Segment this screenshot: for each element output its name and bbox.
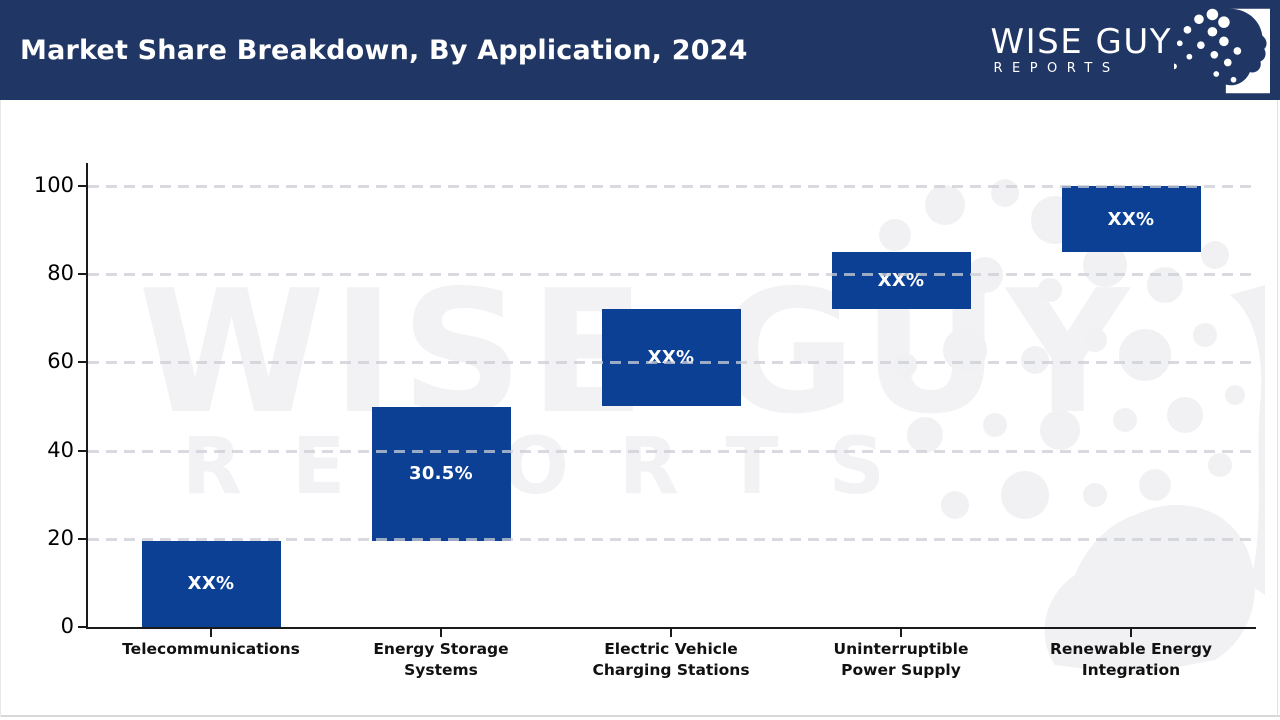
y-tick-label: 20 bbox=[47, 525, 74, 550]
gridline-y20 bbox=[88, 537, 1255, 541]
bar-value-label: 30.5% bbox=[409, 463, 473, 485]
y-tick-label: 80 bbox=[47, 261, 74, 286]
x-tick-mark bbox=[1130, 629, 1132, 637]
watermark-subtext: REPORTS bbox=[182, 422, 935, 512]
y-tick-mark bbox=[78, 185, 86, 187]
x-tick-mark bbox=[670, 629, 672, 637]
gridline-y100 bbox=[88, 185, 1255, 188]
x-tick-mark bbox=[900, 629, 902, 637]
bottom-border bbox=[0, 715, 1280, 717]
y-tick-label: 0 bbox=[60, 614, 74, 638]
gridline-y80 bbox=[88, 273, 1255, 277]
left-border bbox=[0, 100, 1, 717]
x-axis-line bbox=[86, 627, 1256, 629]
x-category-label: Energy Storage Systems bbox=[373, 640, 509, 680]
logo-head-icon bbox=[1174, 8, 1270, 94]
bar: XX% bbox=[831, 252, 971, 310]
watermark-head-icon bbox=[879, 179, 1265, 675]
right-border bbox=[1277, 100, 1278, 717]
y-tick-mark bbox=[78, 361, 86, 364]
y-tick-label: 100 bbox=[33, 173, 74, 197]
x-category-label: Electric Vehicle Charging Stations bbox=[592, 640, 750, 680]
bar: XX% bbox=[141, 541, 281, 627]
logo: WISE GUY REPORTS bbox=[990, 4, 1270, 96]
x-category-label: Telecommunications bbox=[122, 640, 300, 658]
bar-value-label: XX% bbox=[1107, 208, 1155, 230]
x-category-label: Uninterruptible Power Supply bbox=[833, 640, 969, 680]
bar: XX% bbox=[601, 309, 741, 407]
gridline-y40 bbox=[88, 449, 1255, 453]
logo-wordmark: WISE GUY bbox=[990, 22, 1172, 62]
page-title: Market Share Breakdown, By Application, … bbox=[20, 34, 748, 66]
header: Market Share Breakdown, By Application, … bbox=[0, 0, 1280, 100]
y-tick-mark bbox=[78, 626, 86, 628]
gridline-y60 bbox=[88, 361, 1255, 365]
bar-value-label: XX% bbox=[647, 347, 695, 369]
y-tick-mark bbox=[78, 537, 86, 540]
x-tick-mark bbox=[210, 629, 212, 637]
y-axis-line bbox=[86, 163, 88, 629]
x-category-label: Renewable Energy Integration bbox=[1049, 640, 1213, 680]
bar-value-label: XX% bbox=[187, 573, 235, 595]
bar: XX% bbox=[1061, 186, 1201, 253]
y-tick-mark bbox=[78, 449, 86, 452]
x-tick-mark bbox=[440, 629, 442, 637]
y-tick-mark bbox=[78, 273, 86, 276]
y-tick-label: 40 bbox=[47, 437, 74, 462]
y-tick-label: 60 bbox=[47, 349, 74, 374]
bar: 30.5% bbox=[371, 406, 511, 541]
logo-subtitle: REPORTS bbox=[993, 61, 1120, 76]
